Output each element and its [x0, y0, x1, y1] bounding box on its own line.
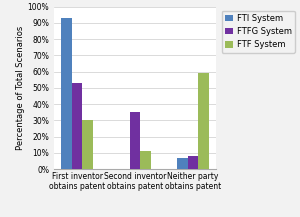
Bar	[61, 18, 72, 169]
Bar	[140, 151, 151, 169]
Bar	[82, 120, 93, 169]
Legend: FTI System, FTFG System, FTF System: FTI System, FTFG System, FTF System	[222, 11, 295, 53]
Bar	[198, 73, 208, 169]
Bar	[72, 83, 82, 169]
Bar	[188, 156, 198, 169]
Bar	[177, 158, 188, 169]
Y-axis label: Percentage of Total Scenarios: Percentage of Total Scenarios	[16, 26, 25, 150]
Bar	[130, 112, 140, 169]
